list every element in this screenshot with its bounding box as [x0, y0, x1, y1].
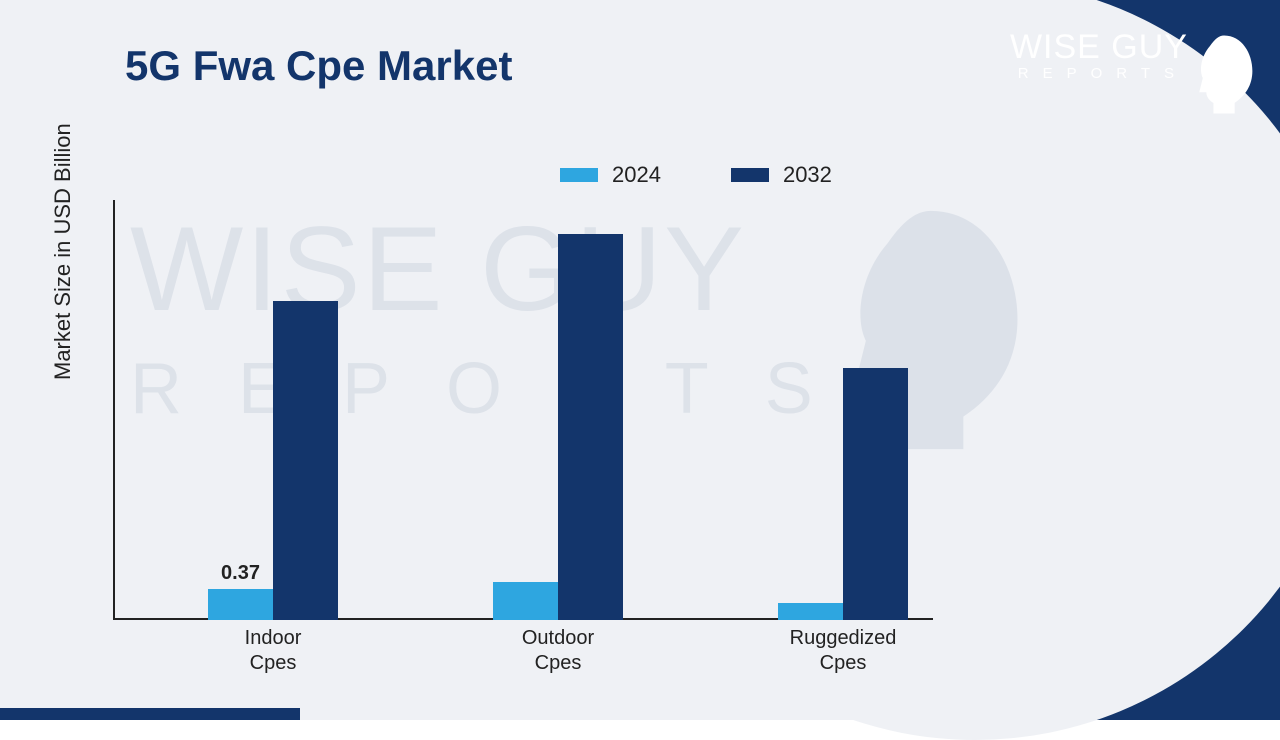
legend-label-2024: 2024 — [612, 162, 661, 188]
bar-2024-0: 0.37 — [208, 589, 273, 620]
bottom-accent-bar — [0, 708, 300, 720]
legend-swatch-2032 — [731, 168, 769, 182]
legend-label-2032: 2032 — [783, 162, 832, 188]
y-axis-line — [113, 200, 115, 620]
bar-2024-0-value: 0.37 — [208, 562, 273, 589]
legend-item-2024: 2024 — [560, 162, 661, 188]
chart-legend: 2024 2032 — [560, 162, 832, 188]
bar-2024-2 — [778, 603, 843, 620]
brand-line1: WISE GUY — [1010, 28, 1188, 67]
x-label-2: Ruggedized Cpes — [790, 626, 897, 676]
legend-item-2032: 2032 — [731, 162, 832, 188]
bar-group-2: Ruggedized Cpes — [778, 368, 908, 620]
brand-line2: REPORTS — [1010, 65, 1188, 82]
x-label-1: Outdoor Cpes — [522, 626, 594, 676]
bar-2032-0 — [273, 301, 338, 620]
bar-2024-1 — [493, 582, 558, 620]
chart-plot-area: 0.37 Indoor Cpes Outdoor Cpes Ruggedized… — [113, 200, 933, 620]
bar-2032-2 — [843, 368, 908, 620]
x-label-0: Indoor Cpes — [245, 626, 302, 676]
bar-group-0: 0.37 Indoor Cpes — [208, 301, 338, 620]
legend-swatch-2024 — [560, 168, 598, 182]
brand-logo: WISE GUY REPORTS — [1010, 28, 1250, 82]
bar-group-1: Outdoor Cpes — [493, 234, 623, 620]
y-axis-label: Market Size in USD Billion — [50, 123, 76, 380]
bar-2032-1 — [558, 234, 623, 620]
chart-title: 5G Fwa Cpe Market — [125, 42, 512, 90]
